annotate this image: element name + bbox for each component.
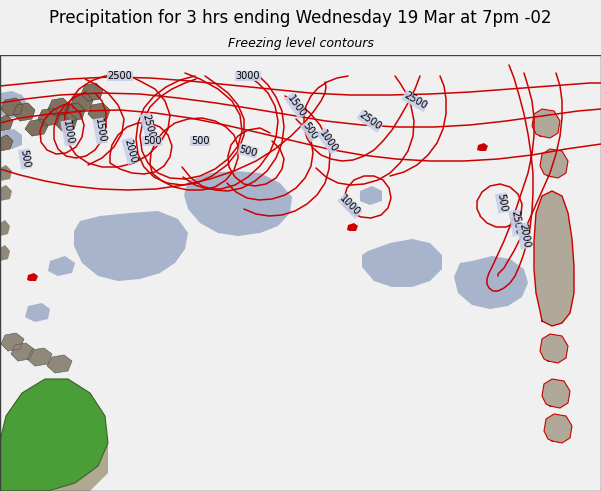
Polygon shape	[2, 129, 22, 149]
Polygon shape	[454, 256, 528, 309]
Polygon shape	[38, 108, 60, 126]
Polygon shape	[1, 98, 23, 116]
Polygon shape	[11, 343, 34, 361]
Polygon shape	[48, 98, 70, 116]
Text: 1500: 1500	[285, 93, 307, 119]
Polygon shape	[362, 239, 442, 287]
Polygon shape	[347, 223, 358, 231]
Polygon shape	[540, 334, 568, 363]
Polygon shape	[0, 165, 12, 181]
Text: 1000: 1000	[61, 120, 75, 146]
Text: 2000: 2000	[517, 223, 531, 249]
Text: Precipitation for 3 hrs ending Wednesday 19 Mar at 7pm -02: Precipitation for 3 hrs ending Wednesday…	[49, 9, 552, 27]
Text: 500: 500	[495, 193, 508, 213]
Polygon shape	[74, 211, 188, 281]
Text: 1000: 1000	[317, 128, 339, 154]
Polygon shape	[25, 303, 50, 322]
Polygon shape	[27, 273, 38, 281]
Polygon shape	[540, 149, 568, 178]
Text: 2500: 2500	[357, 110, 383, 132]
Text: 1000: 1000	[338, 194, 362, 218]
Polygon shape	[0, 115, 13, 131]
Polygon shape	[48, 443, 108, 491]
Text: 500: 500	[300, 121, 319, 141]
Polygon shape	[48, 256, 75, 276]
Polygon shape	[0, 185, 12, 201]
Polygon shape	[1, 333, 24, 351]
Polygon shape	[0, 220, 10, 236]
Text: 500: 500	[19, 149, 31, 169]
Text: 2500: 2500	[402, 90, 429, 111]
Text: 2500: 2500	[509, 210, 523, 236]
Polygon shape	[360, 186, 382, 205]
Text: 3000: 3000	[236, 71, 260, 81]
Polygon shape	[0, 135, 13, 151]
Polygon shape	[532, 109, 560, 138]
Polygon shape	[0, 379, 108, 491]
Polygon shape	[0, 91, 28, 118]
Text: 2000: 2000	[122, 138, 138, 164]
Polygon shape	[542, 379, 570, 408]
Polygon shape	[27, 348, 52, 366]
Polygon shape	[477, 143, 488, 151]
Text: 500: 500	[143, 136, 161, 146]
Polygon shape	[184, 171, 292, 236]
Text: 1500: 1500	[93, 118, 107, 144]
Text: 2500: 2500	[108, 71, 132, 81]
Polygon shape	[55, 113, 77, 131]
Text: Freezing level contours: Freezing level contours	[228, 37, 373, 51]
Polygon shape	[544, 414, 572, 443]
Polygon shape	[0, 245, 10, 261]
Text: 500: 500	[191, 136, 209, 146]
Polygon shape	[63, 103, 85, 121]
Polygon shape	[13, 103, 35, 121]
Polygon shape	[81, 83, 103, 101]
Polygon shape	[534, 191, 574, 326]
Polygon shape	[25, 119, 48, 136]
Text: 500: 500	[238, 144, 258, 158]
Polygon shape	[71, 93, 93, 111]
Text: 2500: 2500	[140, 113, 156, 139]
Polygon shape	[47, 355, 72, 373]
Polygon shape	[88, 103, 110, 121]
